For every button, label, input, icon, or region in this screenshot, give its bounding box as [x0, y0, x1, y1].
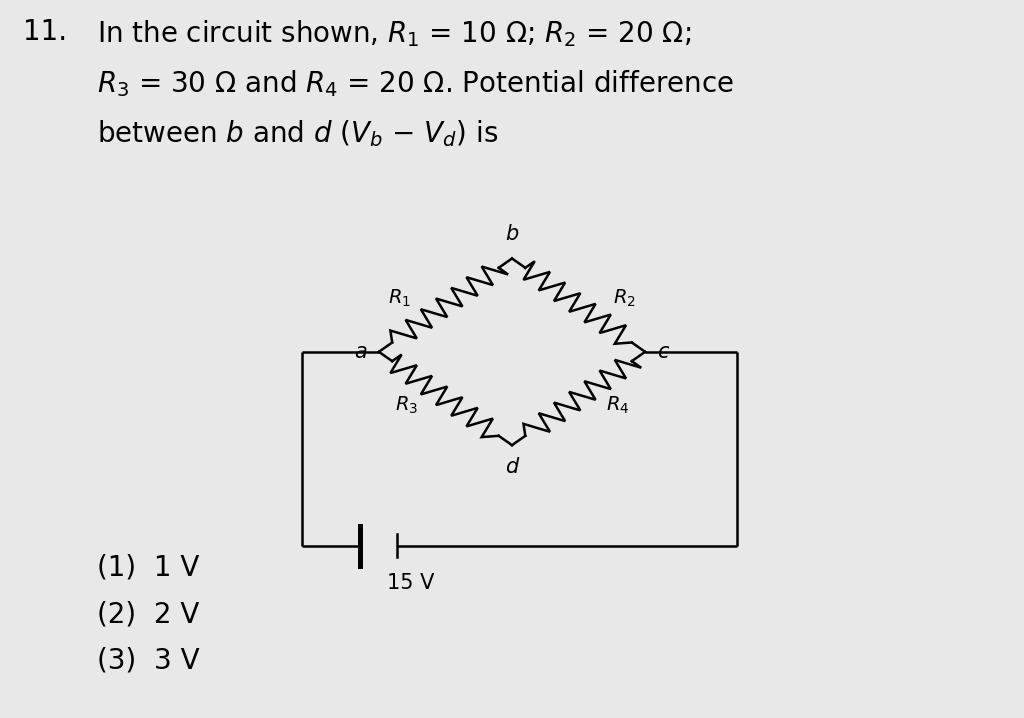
Text: $R_1$: $R_1$ [388, 287, 411, 309]
Text: In the circuit shown, $R_1$ = 10 $\Omega$; $R_2$ = 20 $\Omega$;: In the circuit shown, $R_1$ = 10 $\Omega… [97, 18, 691, 49]
Text: 15 V: 15 V [387, 573, 434, 593]
Text: d: d [506, 457, 518, 477]
Text: $R_2$: $R_2$ [613, 287, 636, 309]
Text: $R_3$: $R_3$ [395, 395, 418, 416]
Text: (1)  1 V: (1) 1 V [97, 554, 200, 582]
Text: b: b [506, 224, 518, 244]
Text: (2)  2 V: (2) 2 V [97, 600, 200, 628]
Text: 11.: 11. [23, 18, 67, 46]
Text: $R_3$ = 30 $\Omega$ and $R_4$ = 20 $\Omega$. Potential difference: $R_3$ = 30 $\Omega$ and $R_4$ = 20 $\Ome… [97, 68, 734, 99]
Text: a: a [354, 342, 367, 362]
Text: between $b$ and $d$ ($V_b$ $-$ $V_d$) is: between $b$ and $d$ ($V_b$ $-$ $V_d$) is [97, 118, 499, 149]
Text: c: c [657, 342, 669, 362]
Text: $R_4$: $R_4$ [606, 395, 629, 416]
Text: (3)  3 V: (3) 3 V [97, 647, 200, 675]
